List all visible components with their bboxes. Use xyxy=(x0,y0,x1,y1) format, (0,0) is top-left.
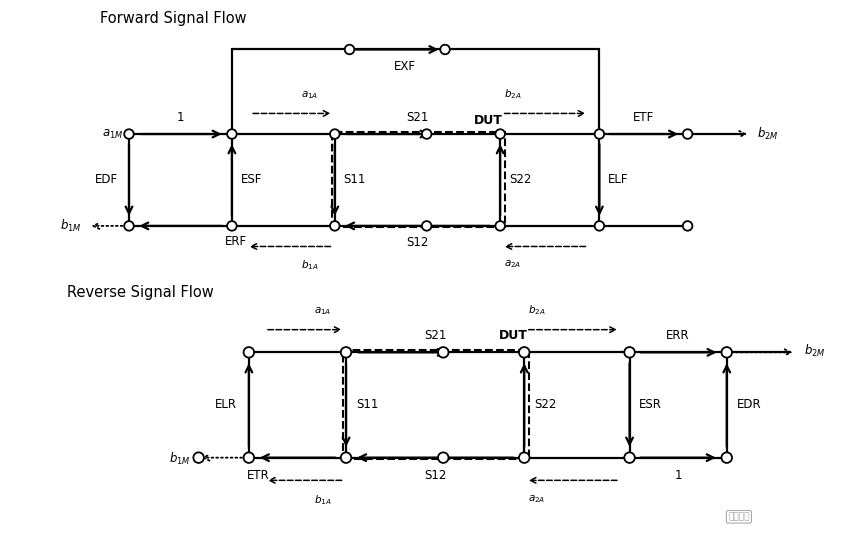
Text: $b_{2A}$: $b_{2A}$ xyxy=(504,87,521,101)
Circle shape xyxy=(194,453,204,463)
Text: $a_{1A}$: $a_{1A}$ xyxy=(314,305,332,316)
Circle shape xyxy=(722,453,732,463)
Text: S12: S12 xyxy=(424,469,447,482)
Text: S11: S11 xyxy=(356,399,378,411)
Circle shape xyxy=(341,453,351,463)
Circle shape xyxy=(519,347,530,357)
Circle shape xyxy=(722,347,732,357)
Text: $a_{2A}$: $a_{2A}$ xyxy=(528,494,546,505)
Text: S12: S12 xyxy=(406,236,429,249)
Circle shape xyxy=(124,129,134,139)
Text: DUT: DUT xyxy=(498,329,528,342)
Text: $b_{1A}$: $b_{1A}$ xyxy=(301,258,319,272)
Circle shape xyxy=(683,221,692,231)
Circle shape xyxy=(496,129,505,139)
Text: $b_{1M}$: $b_{1M}$ xyxy=(169,451,190,467)
Circle shape xyxy=(124,221,134,231)
Bar xyxy=(343,350,529,459)
Text: EDF: EDF xyxy=(95,173,118,186)
Circle shape xyxy=(227,129,237,139)
Circle shape xyxy=(227,221,237,231)
Text: $a_{1M}$: $a_{1M}$ xyxy=(102,127,124,140)
Circle shape xyxy=(422,129,431,139)
Circle shape xyxy=(438,453,448,463)
Text: S21: S21 xyxy=(424,329,447,342)
Text: S21: S21 xyxy=(406,111,429,124)
Circle shape xyxy=(422,221,431,231)
Text: ESF: ESF xyxy=(241,173,262,186)
Text: $a_{2A}$: $a_{2A}$ xyxy=(504,258,521,270)
Circle shape xyxy=(519,453,530,463)
Text: ERR: ERR xyxy=(667,329,690,342)
Text: $b_{2M}$: $b_{2M}$ xyxy=(757,126,779,142)
Circle shape xyxy=(496,221,505,231)
Text: ERF: ERF xyxy=(224,235,247,248)
Circle shape xyxy=(244,453,254,463)
Text: EXF: EXF xyxy=(393,60,415,73)
Circle shape xyxy=(624,453,634,463)
Circle shape xyxy=(595,129,604,139)
Text: 1: 1 xyxy=(674,469,682,482)
Circle shape xyxy=(595,221,604,231)
Text: ELF: ELF xyxy=(608,173,629,186)
Text: Forward Signal Flow: Forward Signal Flow xyxy=(100,11,246,26)
Circle shape xyxy=(440,45,450,55)
Text: EDR: EDR xyxy=(737,399,761,411)
Text: ETR: ETR xyxy=(247,469,270,482)
Text: $b_{2A}$: $b_{2A}$ xyxy=(528,303,546,316)
Circle shape xyxy=(344,45,354,55)
Circle shape xyxy=(624,347,634,357)
Circle shape xyxy=(244,347,254,357)
Circle shape xyxy=(683,129,692,139)
Text: DUT: DUT xyxy=(475,114,503,127)
Text: $b_{1A}$: $b_{1A}$ xyxy=(314,494,332,507)
Text: ETF: ETF xyxy=(633,111,654,124)
Text: ESR: ESR xyxy=(640,399,662,411)
Circle shape xyxy=(330,221,339,231)
Text: S11: S11 xyxy=(343,173,366,186)
Text: Reverse Signal Flow: Reverse Signal Flow xyxy=(67,285,213,300)
Text: $b_{2M}$: $b_{2M}$ xyxy=(804,343,826,359)
Text: ELR: ELR xyxy=(215,399,237,411)
Bar xyxy=(332,132,504,227)
Text: $b_{1M}$: $b_{1M}$ xyxy=(59,218,81,234)
Text: $a_{1A}$: $a_{1A}$ xyxy=(301,89,319,101)
Text: S22: S22 xyxy=(509,173,531,186)
Text: 1: 1 xyxy=(177,111,184,124)
Text: 创新互联: 创新互联 xyxy=(728,512,750,521)
Circle shape xyxy=(438,347,448,357)
Circle shape xyxy=(341,347,351,357)
Circle shape xyxy=(330,129,339,139)
Text: S22: S22 xyxy=(534,399,557,411)
